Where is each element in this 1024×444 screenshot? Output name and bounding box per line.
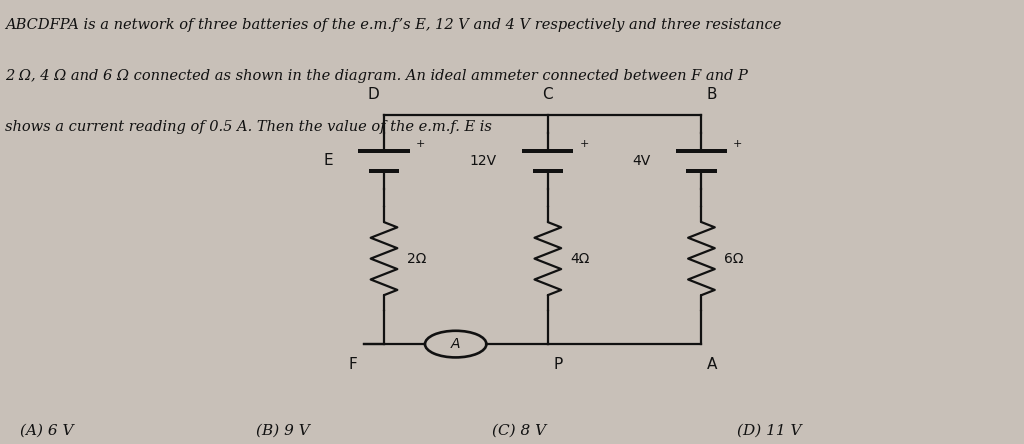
Text: 12V: 12V: [470, 154, 497, 168]
Text: F: F: [349, 357, 357, 373]
Text: (A) 6 V: (A) 6 V: [20, 423, 74, 437]
Text: C: C: [543, 87, 553, 102]
Text: 4V: 4V: [632, 154, 650, 168]
Text: +: +: [733, 139, 742, 149]
Text: 4Ω: 4Ω: [570, 252, 590, 266]
Text: shows a current reading of 0.5 A. Then the value of the e.m.f. E is: shows a current reading of 0.5 A. Then t…: [5, 120, 492, 134]
Text: A: A: [451, 337, 461, 351]
Text: (B) 9 V: (B) 9 V: [256, 423, 309, 437]
Text: E: E: [324, 154, 333, 168]
Text: 6Ω: 6Ω: [724, 252, 743, 266]
Text: 2Ω: 2Ω: [407, 252, 426, 266]
Text: A: A: [707, 357, 717, 373]
Text: D: D: [368, 87, 380, 102]
Text: B: B: [707, 87, 717, 102]
Text: P: P: [553, 357, 563, 373]
Text: ABCDFPA is a network of three batteries of the e.m.f’s E, 12 V and 4 V respectiv: ABCDFPA is a network of three batteries …: [5, 18, 781, 32]
Text: 2 Ω, 4 Ω and 6 Ω connected as shown in the diagram. An ideal ammeter connected b: 2 Ω, 4 Ω and 6 Ω connected as shown in t…: [5, 69, 748, 83]
Text: (D) 11 V: (D) 11 V: [737, 423, 802, 437]
Text: +: +: [416, 139, 425, 149]
Text: +: +: [580, 139, 589, 149]
Text: (C) 8 V: (C) 8 V: [492, 423, 546, 437]
